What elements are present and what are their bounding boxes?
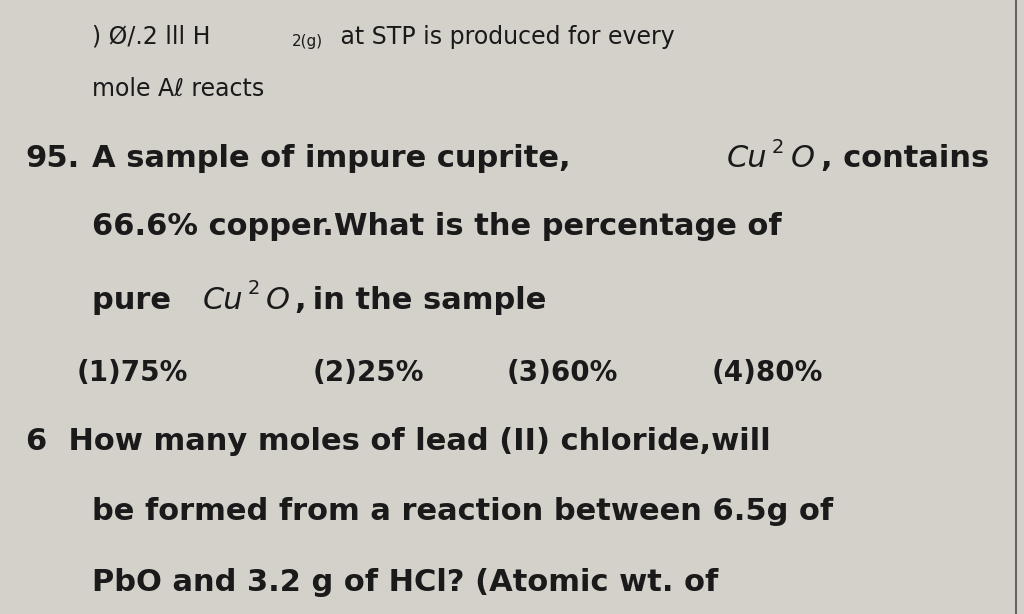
Text: 2: 2 [772, 138, 784, 157]
Text: 2: 2 [248, 279, 260, 298]
Text: O: O [266, 286, 290, 314]
Text: (3)60%: (3)60% [507, 359, 618, 387]
Text: 95.: 95. [26, 144, 80, 173]
Text: (1)75%: (1)75% [77, 359, 188, 387]
Text: 2(g): 2(g) [292, 34, 323, 49]
Text: Cu: Cu [203, 286, 244, 314]
Text: (4)80%: (4)80% [712, 359, 823, 387]
Text: O: O [791, 144, 814, 173]
Text: pure: pure [92, 286, 177, 314]
Text: , contains: , contains [821, 144, 989, 173]
Text: ) Ø/.2 lll H: ) Ø/.2 lll H [92, 25, 211, 49]
Text: Cu: Cu [727, 144, 768, 173]
Text: 6  How many moles of lead (II) chloride,will: 6 How many moles of lead (II) chloride,w… [26, 427, 770, 456]
Text: (2)25%: (2)25% [312, 359, 424, 387]
Text: at STP is produced for every: at STP is produced for every [333, 25, 675, 49]
Text: be formed from a reaction between 6.5g of: be formed from a reaction between 6.5g o… [92, 497, 834, 526]
Text: A sample of impure cuprite,: A sample of impure cuprite, [92, 144, 577, 173]
Text: 66.6% copper.What is the percentage of: 66.6% copper.What is the percentage of [92, 212, 781, 241]
Text: PbO and 3.2 g of HCl? (Atomic wt. of: PbO and 3.2 g of HCl? (Atomic wt. of [92, 568, 719, 597]
Text: , in the sample: , in the sample [295, 286, 546, 314]
Text: mole Aℓ reacts: mole Aℓ reacts [92, 77, 264, 101]
